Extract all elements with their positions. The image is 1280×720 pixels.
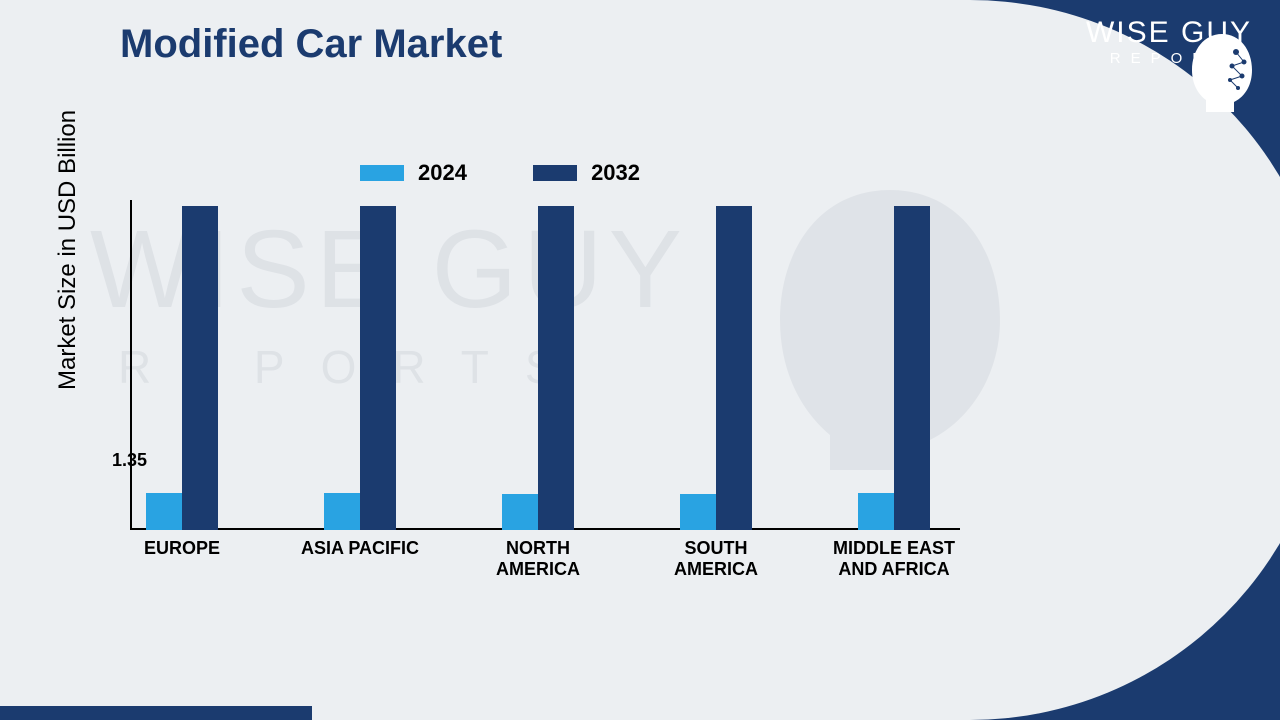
bar	[538, 206, 574, 531]
bar	[716, 206, 752, 531]
legend-swatch-2032	[533, 165, 577, 181]
x-tick-label: ASIA PACIFIC	[290, 530, 430, 559]
legend-item-2032: 2032	[533, 160, 640, 186]
bar	[858, 493, 894, 530]
brand-logo: WISE GUY REPORTS	[1086, 18, 1252, 68]
footer-accent-bar	[0, 706, 312, 720]
legend-item-2024: 2024	[360, 160, 467, 186]
chart-title: Modified Car Market	[120, 22, 502, 67]
bar	[680, 494, 716, 530]
y-axis	[130, 200, 132, 530]
x-tick-label: MIDDLE EAST AND AFRICA	[824, 530, 964, 579]
logo-head-icon	[1186, 32, 1258, 114]
legend-label: 2024	[418, 160, 467, 186]
bar	[324, 493, 360, 530]
x-tick-label: SOUTH AMERICA	[646, 530, 786, 579]
bar	[894, 206, 930, 531]
plot-area: EUROPEASIA PACIFICNORTH AMERICASOUTH AME…	[130, 200, 960, 530]
bar	[502, 494, 538, 530]
bar	[360, 206, 396, 531]
chart-canvas: WISE GUYREPORTS Modified Car Market 2024…	[0, 0, 1280, 720]
bar	[182, 206, 218, 531]
x-tick-label: EUROPE	[112, 530, 252, 559]
x-tick-label: NORTH AMERICA	[468, 530, 608, 579]
legend-swatch-2024	[360, 165, 404, 181]
bar	[146, 493, 182, 530]
y-axis-label: Market Size in USD Billion	[54, 110, 82, 390]
value-label: 1.35	[112, 450, 147, 471]
legend-label: 2032	[591, 160, 640, 186]
legend: 2024 2032	[0, 160, 1000, 187]
